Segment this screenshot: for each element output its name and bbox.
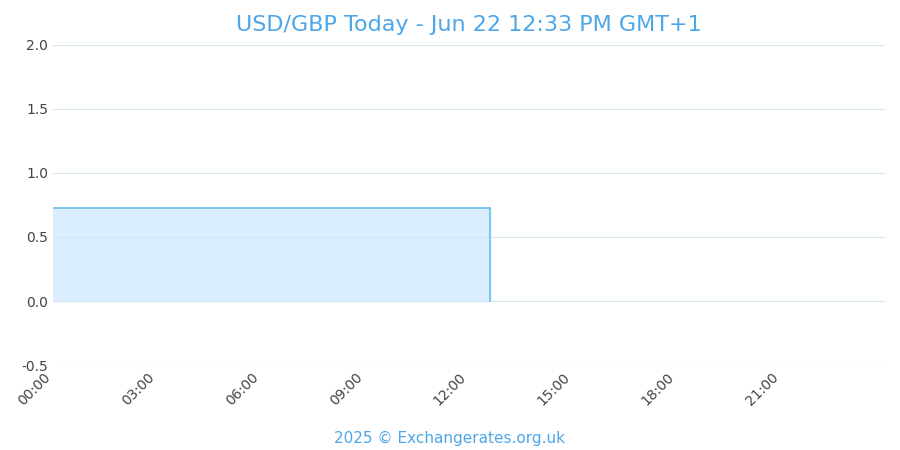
Title: USD/GBP Today - Jun 22 12:33 PM GMT+1: USD/GBP Today - Jun 22 12:33 PM GMT+1 — [236, 15, 702, 35]
Text: 2025 © Exchangerates.org.uk: 2025 © Exchangerates.org.uk — [335, 431, 565, 446]
